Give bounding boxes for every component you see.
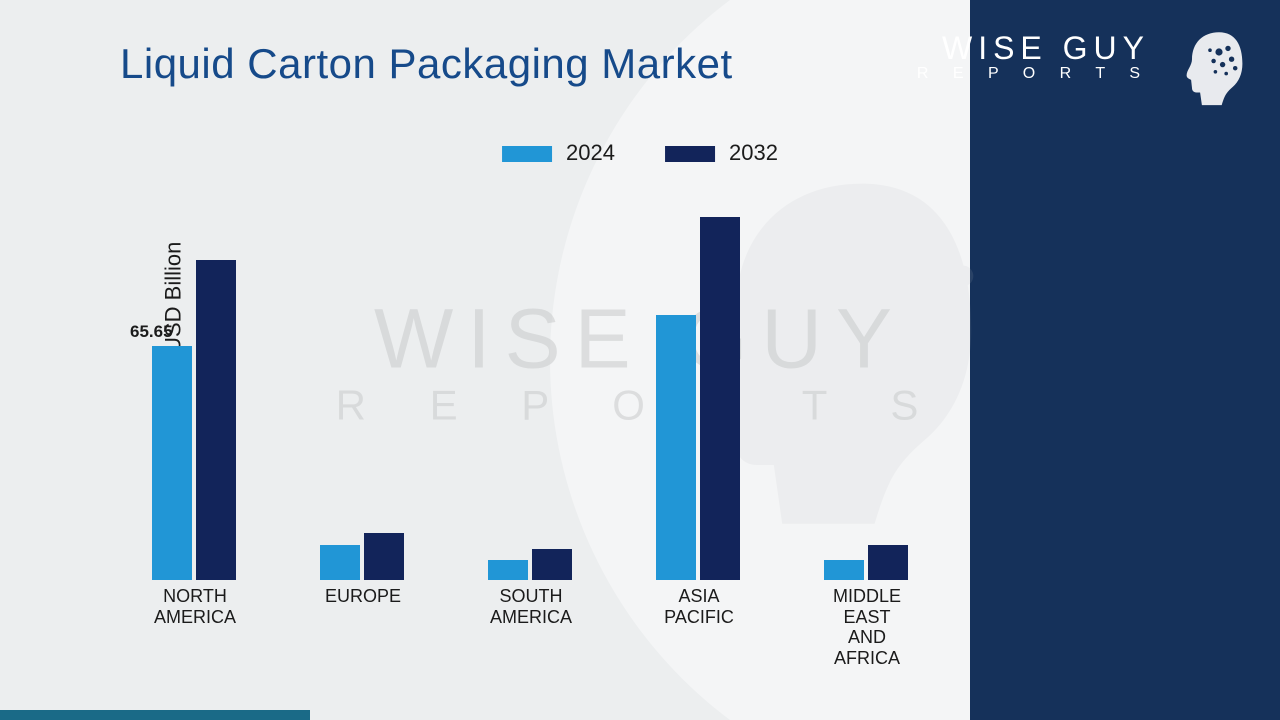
stage: WISE GUY R E P O R T S Liquid Carton Pac… [0,0,1280,720]
brand-logo-text: WISE GUY R E P O R T S [917,30,1150,83]
bar-group: EUROPE [298,190,428,580]
category-label: NORTH AMERICA [154,586,236,627]
bar-2024 [656,315,696,580]
bar-2032 [868,545,908,580]
brand-head-icon [1165,25,1255,115]
bar-2024 [152,346,192,580]
bar-group: MIDDLE EAST AND AFRICA [802,190,932,580]
bottom-accent-strip [0,710,310,720]
bar-2032 [364,533,404,580]
category-label: EUROPE [325,586,401,607]
bar-group: 65.65NORTH AMERICA [130,190,260,580]
bar-2032 [196,260,236,580]
bar-2032 [700,217,740,580]
chart-area: Market Size in USD Billion 65.65NORTH AM… [90,160,970,580]
page-title: Liquid Carton Packaging Market [120,40,733,88]
bar-2024 [824,560,864,580]
bar-2024 [320,545,360,580]
category-label: MIDDLE EAST AND AFRICA [833,586,901,669]
bar-2032 [532,549,572,580]
bar-group: ASIA PACIFIC [634,190,764,580]
category-label: SOUTH AMERICA [490,586,572,627]
bar-2024 [488,560,528,580]
brand-line1: WISE GUY [917,30,1150,67]
plot-region: 65.65NORTH AMERICA EUROPE SOUTH AMERICA ASI… [130,190,970,580]
category-label: ASIA PACIFIC [664,586,734,627]
bar-value-label: 65.65 [130,322,173,342]
brand-line2: R E P O R T S [917,65,1150,83]
bar-group: SOUTH AMERICA [466,190,596,580]
